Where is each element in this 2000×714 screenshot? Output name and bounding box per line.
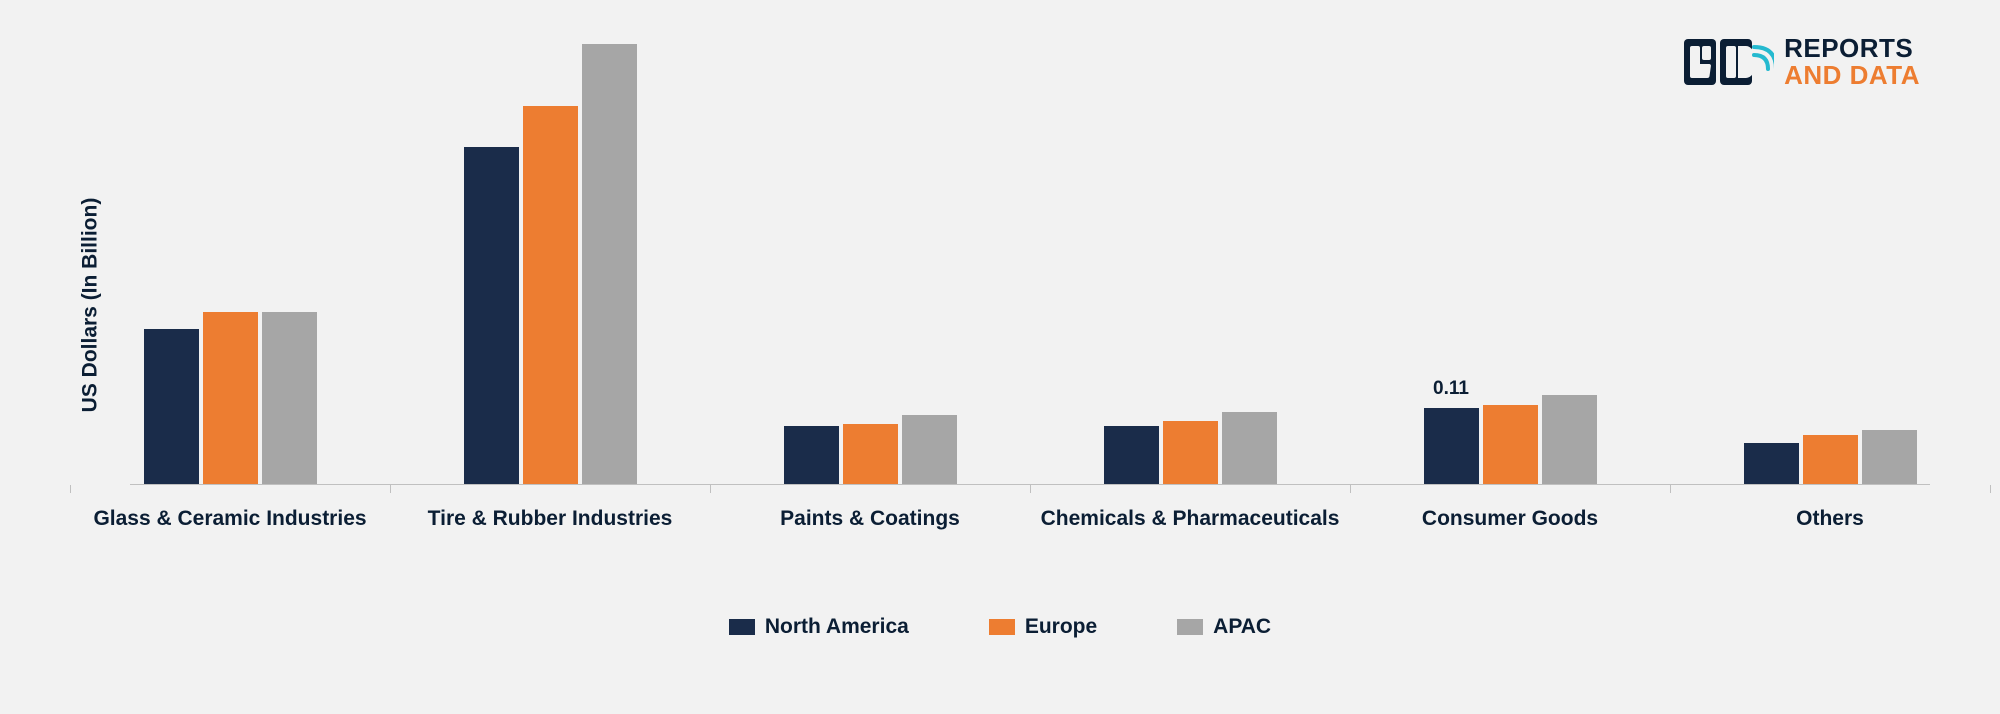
legend-item: APAC <box>1177 615 1271 639</box>
x-axis-category-label: Consumer Goods <box>1360 507 1660 531</box>
bar <box>1542 395 1597 484</box>
bar <box>464 147 519 484</box>
bar <box>523 106 578 484</box>
legend-label: APAC <box>1213 615 1271 639</box>
bar <box>1483 405 1538 484</box>
x-axis: Glass & Ceramic IndustriesTire & Rubber … <box>130 485 1930 545</box>
bar <box>582 44 637 484</box>
x-axis-tick <box>1350 485 1351 493</box>
bar-group <box>770 415 970 484</box>
bar-group <box>1090 412 1290 484</box>
legend-item: North America <box>729 615 909 639</box>
legend-swatch-icon <box>1177 619 1203 635</box>
bar-group <box>450 44 650 484</box>
x-axis-category-label: Others <box>1680 507 1980 531</box>
bar <box>843 424 898 485</box>
bar <box>902 415 957 484</box>
legend-label: Europe <box>1025 615 1097 639</box>
x-axis-tick <box>1990 485 1991 493</box>
bar <box>1222 412 1277 484</box>
x-axis-tick <box>390 485 391 493</box>
chart-legend: North America Europe APAC <box>0 615 2000 639</box>
x-axis-tick <box>70 485 71 493</box>
x-axis-category-label: Paints & Coatings <box>720 507 1020 531</box>
legend-swatch-icon <box>989 619 1015 635</box>
legend-item: Europe <box>989 615 1097 639</box>
y-axis-label: US Dollars (In Billion) <box>78 198 102 413</box>
chart-plot-area: 0.11 <box>130 45 1930 485</box>
bar-group <box>130 312 330 484</box>
bar <box>1104 426 1159 484</box>
x-axis-tick <box>1030 485 1031 493</box>
bar <box>1803 435 1858 485</box>
bar <box>1862 430 1917 484</box>
x-axis-category-label: Tire & Rubber Industries <box>400 507 700 531</box>
x-axis-category-label: Chemicals & Pharmaceuticals <box>1040 507 1340 531</box>
bar-group <box>1730 430 1930 484</box>
bar <box>144 329 199 484</box>
x-axis-tick <box>1670 485 1671 493</box>
x-axis-tick <box>710 485 711 493</box>
bar <box>1163 421 1218 484</box>
bar <box>262 312 317 484</box>
bar-value-label: 0.11 <box>1433 378 1469 400</box>
bar <box>1424 408 1479 484</box>
bar <box>203 312 258 484</box>
bar <box>1744 443 1799 484</box>
y-axis-label-wrap: US Dollars (In Billion) <box>75 130 105 480</box>
bar <box>784 426 839 484</box>
bar-group: 0.11 <box>1410 395 1610 484</box>
legend-swatch-icon <box>729 619 755 635</box>
legend-label: North America <box>765 615 909 639</box>
x-axis-category-label: Glass & Ceramic Industries <box>80 507 380 531</box>
